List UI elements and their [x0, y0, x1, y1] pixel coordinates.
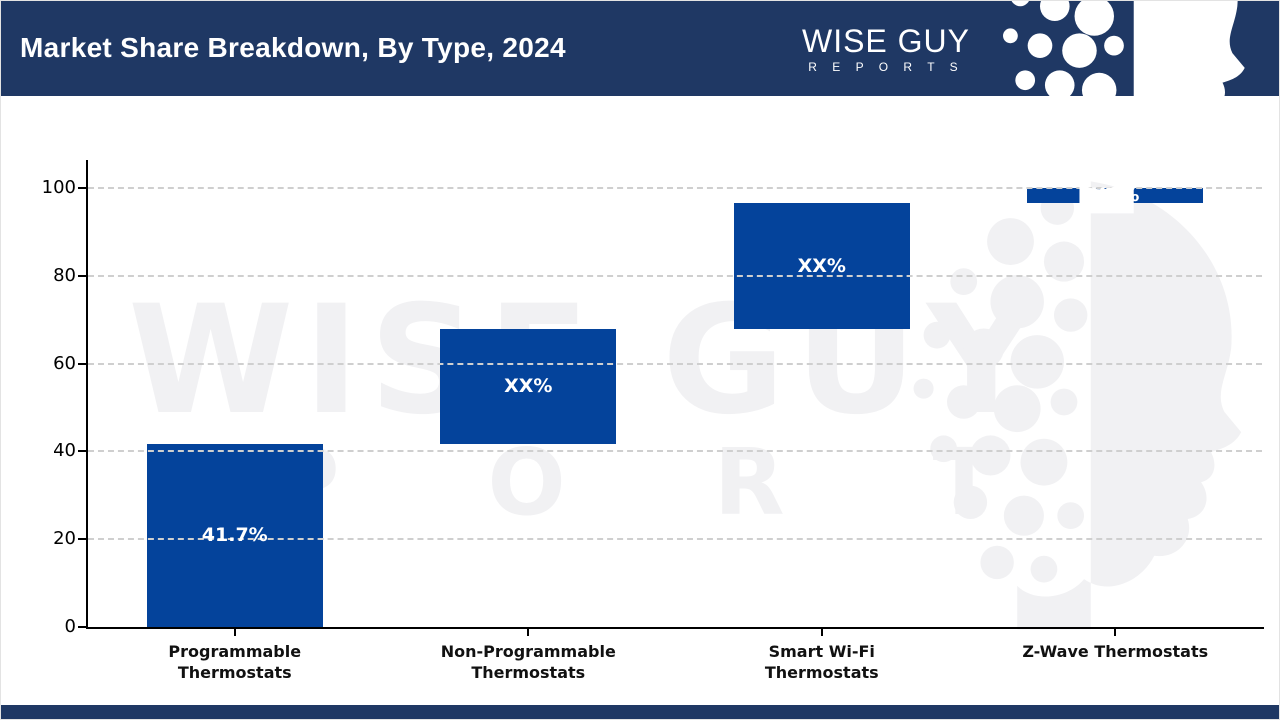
y-tick-mark: [78, 450, 86, 453]
y-tick-label: 0: [64, 616, 76, 637]
x-tick-mark: [233, 629, 236, 636]
footer-bar: [0, 705, 1280, 720]
bar-segment: [146, 443, 323, 627]
y-tick-mark: [78, 274, 86, 277]
x-tick-mark: [1114, 629, 1117, 636]
y-tick-mark: [78, 538, 86, 541]
wiseguy-logo: WISE GUY R E P O R T S: [802, 0, 1266, 214]
logo-subtitle: R E P O R T S: [808, 59, 964, 74]
wiseguy-logo-text: WISE GUY R E P O R T S: [802, 24, 970, 73]
y-tick-mark: [78, 187, 86, 189]
bar-segment: [440, 328, 617, 444]
page-title: Market Share Breakdown, By Type, 2024: [20, 32, 566, 63]
bar-value-label: 41.7%: [201, 524, 268, 547]
y-tick-mark: [78, 626, 86, 628]
logo-wordmark: WISE GUY: [801, 22, 970, 59]
gridline: [88, 274, 1262, 277]
bar-value-label: XX%: [504, 375, 553, 398]
y-tick-label: 40: [53, 440, 76, 462]
x-category-label: Non-Programmable Thermostats: [440, 642, 616, 682]
header: Market Share Breakdown, By Type, 2024 WI…: [0, 0, 1280, 214]
bar-value-label: XX%: [797, 254, 846, 277]
wiseguy-head-icon: [970, 0, 1266, 223]
y-tick-mark: [78, 362, 86, 365]
x-category-label: Z-Wave Thermostats: [1022, 642, 1209, 661]
gridline: [88, 187, 1262, 189]
watermark-head-icon: [858, 168, 1270, 636]
x-category-label: Smart Wi-Fi Thermostats: [764, 642, 879, 682]
x-tick-mark: [527, 629, 530, 636]
gridline: [88, 362, 1262, 365]
x-tick-mark: [820, 629, 823, 636]
gridline: [88, 450, 1262, 453]
gridline: [88, 538, 1262, 541]
y-axis-line: [86, 160, 88, 629]
x-category-label: Programmable Thermostats: [168, 642, 302, 682]
y-tick-label: 20: [53, 528, 76, 550]
y-tick-label: 80: [53, 264, 76, 286]
x-axis-line: [86, 627, 1264, 629]
y-tick-label: 60: [53, 352, 76, 374]
y-tick-label: 100: [41, 177, 76, 198]
bar-segment: [733, 202, 910, 329]
